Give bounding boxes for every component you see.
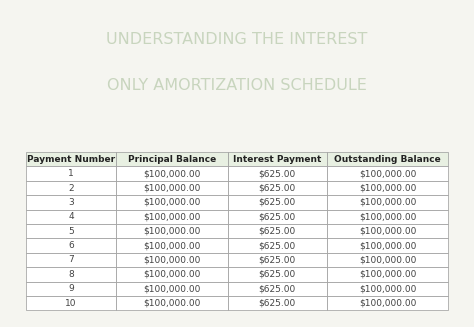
Bar (327, 210, 448, 224)
Bar (327, 152, 448, 166)
Bar (116, 282, 228, 296)
Bar (26, 282, 116, 296)
Bar (26, 296, 116, 310)
Bar (228, 282, 327, 296)
Text: $625.00: $625.00 (259, 227, 296, 236)
Bar (116, 166, 228, 181)
Bar (116, 253, 228, 267)
Bar (116, 152, 228, 166)
Bar (26, 267, 116, 282)
Text: $100,000.00: $100,000.00 (143, 227, 201, 236)
Text: $100,000.00: $100,000.00 (143, 212, 201, 221)
Text: $625.00: $625.00 (259, 198, 296, 207)
Text: $100,000.00: $100,000.00 (359, 299, 416, 308)
Bar (228, 238, 327, 253)
Text: $100,000.00: $100,000.00 (143, 169, 201, 178)
Text: 5: 5 (68, 227, 74, 236)
Text: $100,000.00: $100,000.00 (143, 241, 201, 250)
Text: 7: 7 (68, 255, 74, 265)
Text: 1: 1 (68, 169, 74, 178)
Text: Payment Number: Payment Number (27, 155, 115, 164)
Text: $625.00: $625.00 (259, 241, 296, 250)
Text: 9: 9 (68, 284, 74, 293)
Bar (26, 253, 116, 267)
Bar (26, 224, 116, 238)
Text: $625.00: $625.00 (259, 299, 296, 308)
Bar (327, 238, 448, 253)
Text: $625.00: $625.00 (259, 169, 296, 178)
Text: $100,000.00: $100,000.00 (359, 255, 416, 265)
Bar (228, 181, 327, 195)
Text: $100,000.00: $100,000.00 (143, 270, 201, 279)
Bar (228, 195, 327, 210)
Text: $100,000.00: $100,000.00 (143, 255, 201, 265)
Bar (116, 296, 228, 310)
Text: Interest Payment: Interest Payment (233, 155, 321, 164)
Bar (228, 224, 327, 238)
Text: Principal Balance: Principal Balance (128, 155, 216, 164)
Text: $100,000.00: $100,000.00 (143, 284, 201, 293)
Text: $625.00: $625.00 (259, 255, 296, 265)
Text: $100,000.00: $100,000.00 (143, 299, 201, 308)
Bar (228, 166, 327, 181)
Text: $100,000.00: $100,000.00 (359, 270, 416, 279)
Text: $100,000.00: $100,000.00 (359, 212, 416, 221)
Text: $625.00: $625.00 (259, 212, 296, 221)
Bar (116, 210, 228, 224)
Text: $100,000.00: $100,000.00 (143, 198, 201, 207)
Bar (228, 296, 327, 310)
Bar (327, 224, 448, 238)
Bar (116, 195, 228, 210)
Text: 6: 6 (68, 241, 74, 250)
Text: 4: 4 (68, 212, 74, 221)
Text: ONLY AMORTIZATION SCHEDULE: ONLY AMORTIZATION SCHEDULE (107, 77, 367, 93)
Text: $100,000.00: $100,000.00 (359, 183, 416, 193)
Bar (228, 152, 327, 166)
Bar (26, 152, 116, 166)
Text: $625.00: $625.00 (259, 183, 296, 193)
Bar (327, 181, 448, 195)
Bar (228, 267, 327, 282)
Bar (327, 282, 448, 296)
Bar (26, 238, 116, 253)
Text: 8: 8 (68, 270, 74, 279)
Text: $100,000.00: $100,000.00 (359, 169, 416, 178)
Bar (116, 224, 228, 238)
Bar (228, 210, 327, 224)
Text: 10: 10 (65, 299, 77, 308)
Text: $625.00: $625.00 (259, 284, 296, 293)
Bar (327, 296, 448, 310)
Bar (26, 195, 116, 210)
Bar (116, 181, 228, 195)
Bar (327, 253, 448, 267)
Text: $100,000.00: $100,000.00 (359, 227, 416, 236)
Bar (327, 166, 448, 181)
Text: $100,000.00: $100,000.00 (143, 183, 201, 193)
Bar (327, 195, 448, 210)
Bar (116, 267, 228, 282)
Text: Outstanding Balance: Outstanding Balance (334, 155, 441, 164)
Bar (116, 238, 228, 253)
Text: $100,000.00: $100,000.00 (359, 198, 416, 207)
Bar (228, 253, 327, 267)
Text: $100,000.00: $100,000.00 (359, 284, 416, 293)
Text: $100,000.00: $100,000.00 (359, 241, 416, 250)
Text: 2: 2 (68, 183, 74, 193)
Bar (26, 210, 116, 224)
Text: 3: 3 (68, 198, 74, 207)
Text: UNDERSTANDING THE INTEREST: UNDERSTANDING THE INTEREST (106, 32, 368, 47)
Text: $625.00: $625.00 (259, 270, 296, 279)
Bar (327, 267, 448, 282)
Bar (26, 181, 116, 195)
Bar (26, 166, 116, 181)
